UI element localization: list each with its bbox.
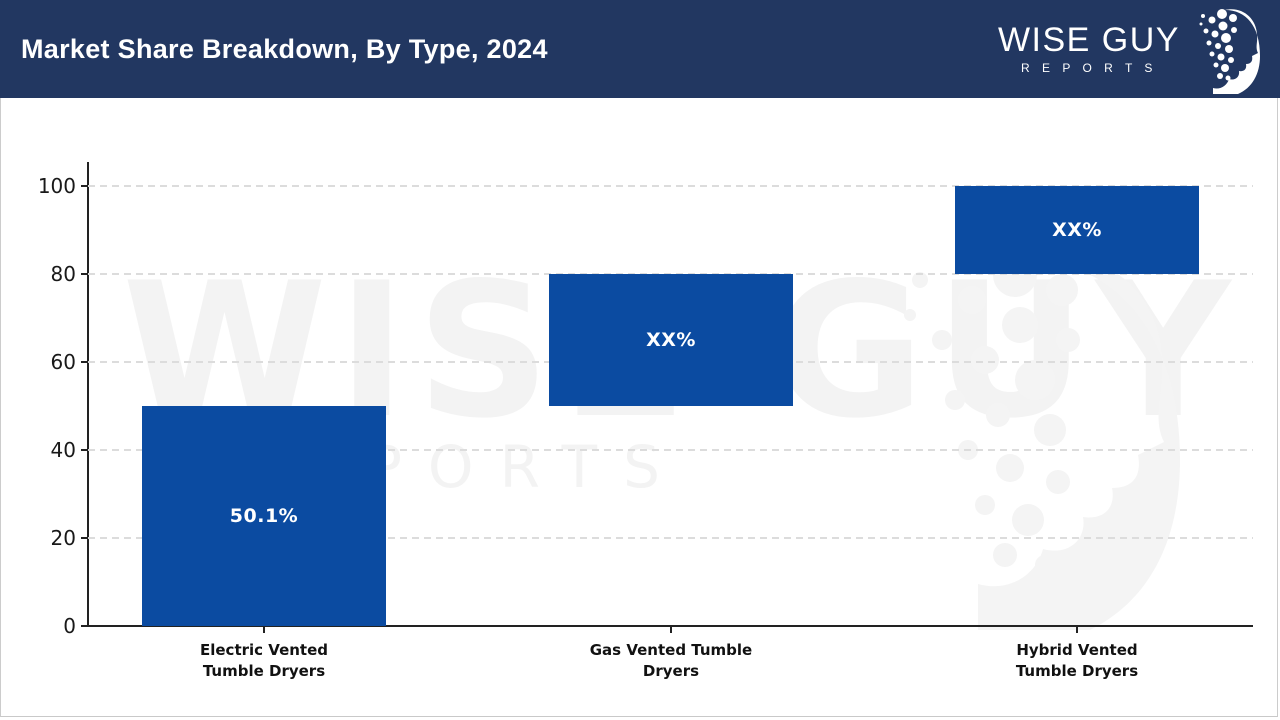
logo-wordmark: WISE GUY [997, 21, 1180, 59]
category-label-3: Hybrid Vented Tumble Dryers [917, 640, 1237, 682]
page-title: Market Share Breakdown, By Type, 2024 [21, 33, 548, 64]
category-label-line: Hybrid Vented [1016, 641, 1138, 659]
category-label-line: Electric Vented [200, 641, 328, 659]
x-axis-line [87, 625, 1253, 627]
header-bar: Market Share Breakdown, By Type, 2024 WI… [0, 0, 1280, 98]
bar-3: XX% [955, 186, 1199, 274]
bar-value-label: 50.1% [229, 504, 299, 527]
category-label-line: Tumble Dryers [202, 662, 326, 680]
logo-head-icon [1199, 9, 1260, 94]
logo-subtext: R E P O R T S [1021, 61, 1157, 75]
y-tick-label-0: 0 [63, 614, 76, 638]
y-tick-label-100: 100 [37, 174, 76, 198]
wiseguy-logo: WISE GUY R E P O R T S [998, 4, 1262, 94]
y-tick-label-80: 80 [50, 262, 76, 286]
bar-value-label: XX% [646, 329, 696, 351]
category-label-1: Electric Vented Tumble Dryers [104, 640, 424, 682]
gridline-40 [88, 449, 1253, 451]
y-tick-100 [81, 185, 88, 187]
x-tick-3 [1076, 627, 1078, 633]
gridline-100 [88, 185, 1253, 187]
bar-value-label: XX% [1052, 219, 1102, 241]
category-label-2: Gas Vented Tumble Dryers [511, 640, 831, 682]
category-label-line: Dryers [642, 662, 700, 680]
category-label-line: Tumble Dryers [1015, 662, 1139, 680]
y-tick-label-40: 40 [50, 438, 76, 462]
y-tick-80 [81, 273, 88, 275]
logo-text: WISE GUY R E P O R T S [998, 23, 1180, 75]
bar-1: 50.1% [142, 405, 386, 626]
gridline-20 [88, 537, 1253, 539]
y-tick-label-60: 60 [50, 350, 76, 374]
category-label-line: Gas Vented Tumble [589, 641, 753, 659]
bar-2: XX% [549, 274, 793, 406]
y-tick-40 [81, 449, 88, 451]
y-tick-60 [81, 361, 88, 363]
y-tick-label-20: 20 [50, 526, 76, 550]
y-axis-line [87, 162, 89, 627]
x-tick-1 [263, 627, 265, 633]
x-tick-2 [670, 627, 672, 633]
y-tick-0 [81, 625, 88, 627]
y-tick-20 [81, 537, 88, 539]
